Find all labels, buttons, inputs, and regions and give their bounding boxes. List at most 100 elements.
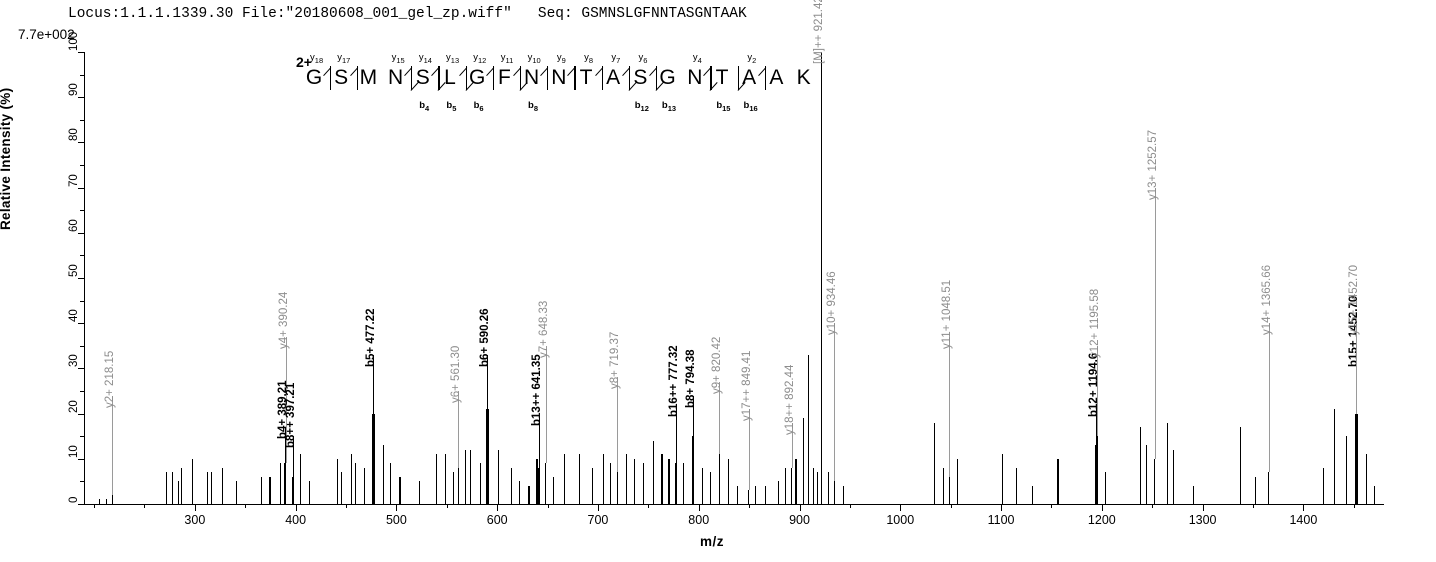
x-axis-tick [1051, 504, 1053, 508]
spectrum-peak [552, 476, 554, 504]
spectrum-peak [1032, 485, 1034, 504]
x-axis-tick [144, 504, 146, 508]
peak-annotation-label: y2+ 218.15 [104, 350, 117, 408]
y-axis-tick [80, 165, 84, 166]
x-axis-tick-label: 300 [184, 513, 206, 527]
spectrum-peak [610, 463, 612, 504]
y-ion-cleavage-bar [547, 66, 549, 90]
b-ion-cleavage-bar [628, 66, 631, 90]
spectrum-peak [578, 454, 580, 504]
annotated-spectrum-peak [1095, 445, 1098, 504]
x-axis-tick [1252, 504, 1254, 508]
x-axis-tick-label: 1400 [1289, 513, 1318, 527]
y-axis-tick [78, 368, 84, 370]
annotated-spectrum-peak [1154, 458, 1156, 504]
spectrum-peak [206, 472, 209, 504]
annotated-spectrum-peak [718, 454, 720, 504]
spectrum-peak [444, 454, 446, 504]
x-axis-tick [1101, 504, 1103, 511]
precursor-charge-label: 2+ [296, 54, 312, 70]
chart-header: Locus:1.1.1.1339.30 File:"20180608_001_g… [0, 0, 1436, 30]
spectrum-peak [1255, 476, 1257, 504]
annotated-spectrum-peak [372, 413, 375, 504]
y-axis-line [84, 52, 85, 504]
annotation-leader-line [285, 336, 287, 464]
annotated-spectrum-peak [791, 467, 793, 504]
sequence-residue: M [359, 66, 378, 89]
annotated-spectrum-peak [748, 490, 750, 504]
annotated-spectrum-peak [1096, 436, 1098, 504]
spectrum-peak [942, 467, 944, 504]
y-axis-tick [80, 74, 84, 76]
spectrum-peak [236, 481, 238, 504]
y-axis-tick [80, 119, 84, 121]
spectrum-peak [469, 449, 472, 504]
x-axis-tick [295, 504, 297, 511]
sequence-residue: G [659, 66, 676, 89]
x-axis-tick [1001, 504, 1003, 511]
y-axis-tick [78, 413, 84, 415]
spectrum-peak [802, 418, 804, 504]
y-axis-tick [78, 52, 84, 53]
annotation-leader-line [834, 323, 836, 482]
spectrum-peak [602, 454, 605, 504]
spectrum-peak [1239, 427, 1241, 504]
x-axis-tick-label: 1300 [1188, 513, 1217, 527]
annotated-spectrum-peak [291, 476, 294, 504]
annotated-spectrum-peak [948, 476, 950, 504]
spectrum-peak [933, 422, 935, 504]
y-ion-cleavage-bar [492, 66, 495, 90]
spectrum-peak [727, 458, 730, 504]
sequence-residue: N [551, 66, 567, 89]
x-axis-tick [1202, 504, 1204, 511]
annotated-spectrum-peak [111, 494, 113, 504]
b-ion-cleavage-bar [438, 66, 440, 90]
sequence-residue: S [334, 66, 349, 89]
annotation-leader-line [545, 345, 547, 464]
y-axis-tick [80, 391, 84, 392]
annotation-leader-line [949, 336, 951, 477]
annotation-leader-line [1097, 345, 1099, 437]
peak-annotation-label: b13++ 641.35 [530, 353, 543, 426]
x-axis-tick [597, 504, 599, 511]
x-axis-tick-label: 600 [486, 513, 508, 527]
x-axis-tick [245, 504, 247, 508]
spectrum-peak [1173, 449, 1175, 504]
spectrum-peak [1002, 454, 1004, 504]
y-ion-label: y15 [391, 52, 405, 65]
annotated-spectrum-peak [674, 463, 678, 504]
spectrum-peak [653, 440, 655, 504]
sequence-residue: G [469, 66, 486, 89]
locus-file-seq-text: Locus:1.1.1.1339.30 File:"20180608_001_g… [68, 6, 747, 22]
y-axis-tick [78, 232, 84, 234]
annotated-spectrum-peak [820, 52, 822, 504]
y-axis-tick [78, 97, 84, 99]
spectrum-peak [435, 454, 437, 504]
sequence-residue: T [715, 66, 729, 89]
y-ion-label: y14 [418, 52, 432, 65]
y-axis-tick [78, 323, 84, 325]
sequence-residue: N [388, 66, 404, 89]
x-axis-tick [446, 504, 448, 508]
peak-annotation-label: b8+ 794.38 [685, 349, 698, 408]
spectrum-peak [709, 472, 711, 504]
annotation-leader-line [693, 395, 695, 437]
annotation-leader-line [617, 377, 619, 473]
x-axis-tick [900, 504, 902, 511]
y-ion-label: y7 [611, 52, 621, 65]
peak-annotation-label: y13+ 1252.57 [1146, 129, 1159, 200]
y-ion-label: y13 [446, 52, 460, 65]
peak-annotation-label: y7+ 648.33 [537, 300, 550, 358]
annotation-leader-line [1356, 323, 1358, 414]
spectrum-peak [1167, 422, 1169, 504]
b-ion-cleavage-bar [465, 66, 467, 90]
spectrum-plot-area: y2+ 218.15 b4+ 389.21 y4+ 390.24 b8++ 397.2… [84, 0, 1384, 504]
y-ion-label: y10 [527, 52, 541, 65]
b-ion-cleavage-bar [520, 66, 522, 90]
spectrum-peak [480, 463, 482, 504]
spectrum-peak [785, 467, 787, 504]
annotated-spectrum-peak [691, 436, 695, 504]
spectrum-peak [1365, 454, 1367, 504]
sequence-residue: K [796, 66, 811, 89]
